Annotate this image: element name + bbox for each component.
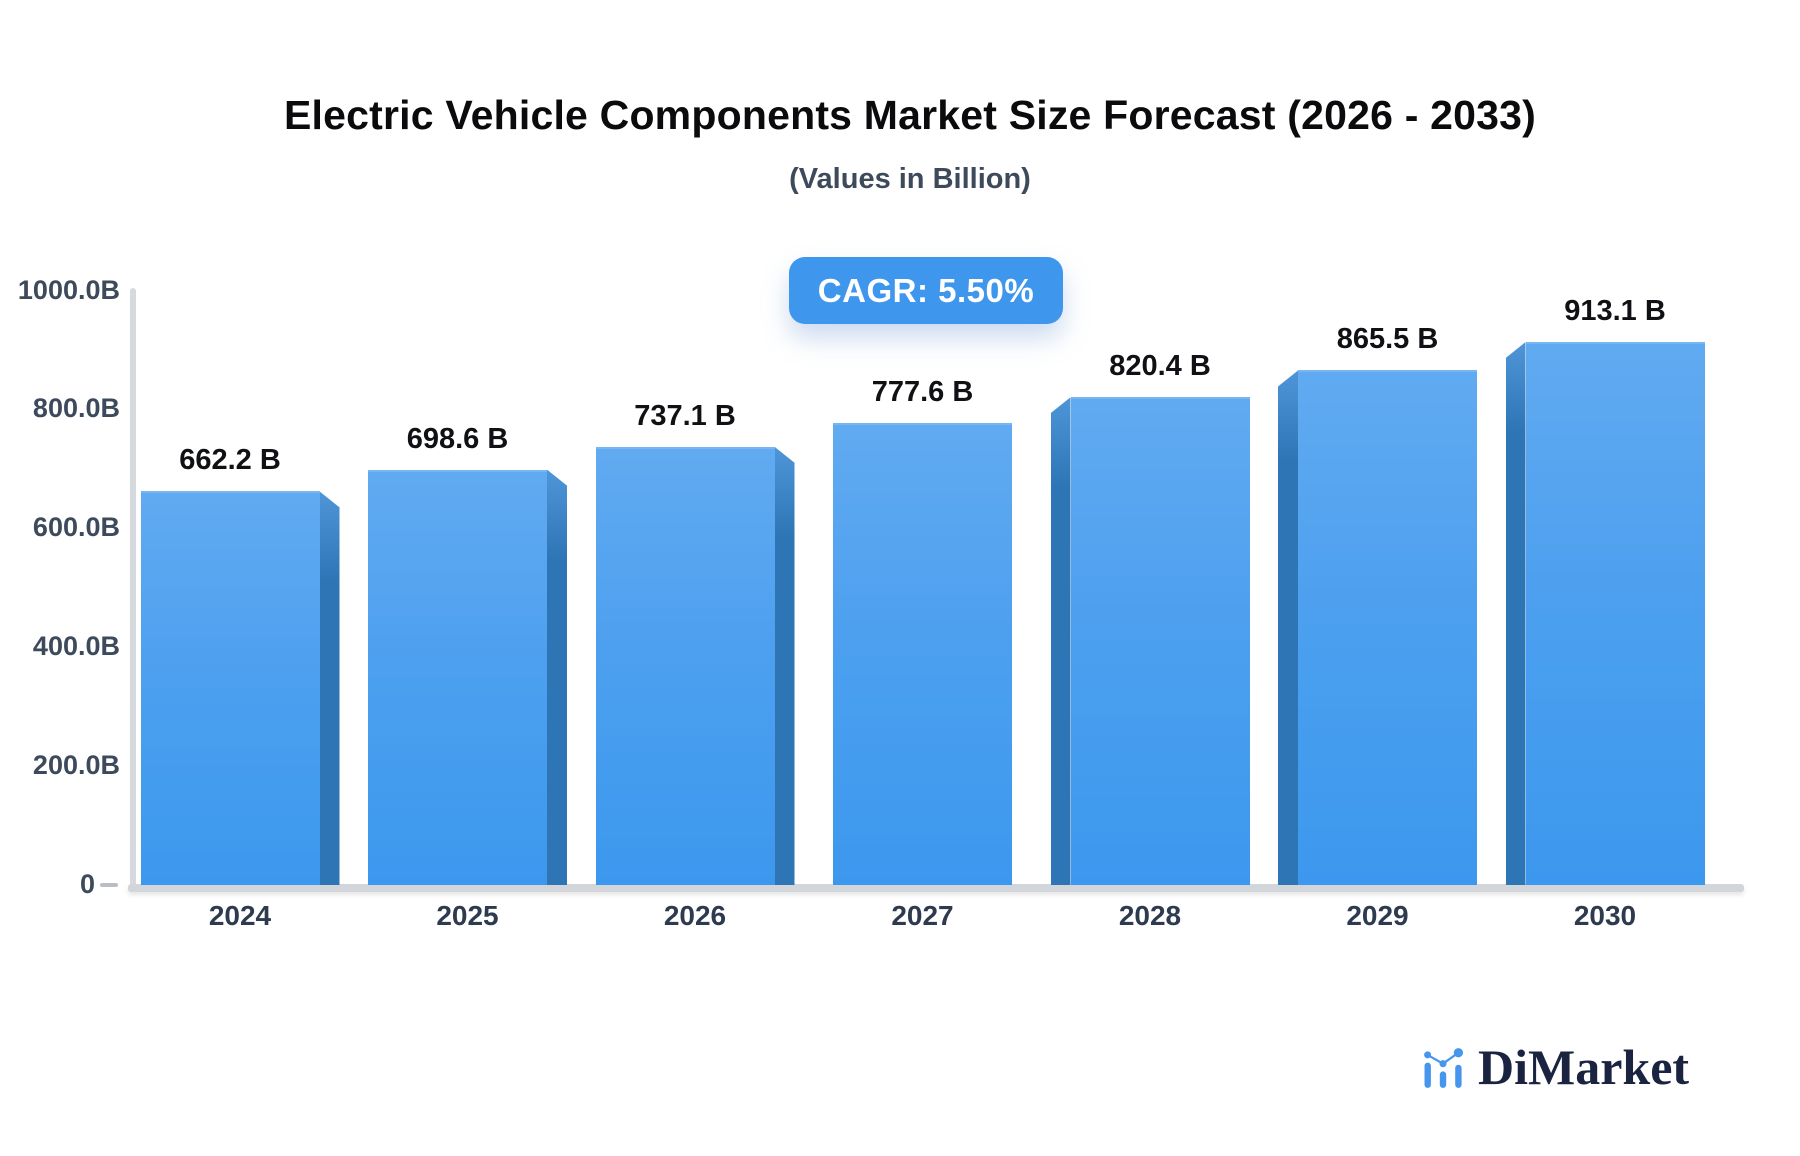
- bar-face: [595, 446, 775, 885]
- bar-2024: [140, 491, 340, 885]
- chart-title: Electric Vehicle Components Market Size …: [283, 92, 1537, 138]
- chart-subtitle: (Values in Billion): [789, 163, 1031, 195]
- bar-2028: [1050, 397, 1250, 885]
- bar-side-3d: [319, 491, 340, 885]
- bar-value-label: 820.4 B: [1109, 350, 1211, 383]
- bar-side-3d: [547, 469, 567, 885]
- bar-value-label: 865.5 B: [1336, 323, 1439, 356]
- bar-side-3d: [774, 446, 795, 885]
- bar-face: [368, 469, 547, 885]
- x-axis-label: 2030: [1573, 900, 1637, 931]
- bar-face: [833, 422, 1012, 885]
- bar-side-3d: [1505, 342, 1526, 885]
- bar-face: [1070, 397, 1250, 885]
- dimarket-logo-text: DiMarket: [1478, 1039, 1690, 1095]
- bar-face: [1525, 342, 1705, 885]
- y-tick-label: 200.0B: [32, 750, 120, 781]
- bar-side-3d: [1278, 370, 1298, 885]
- bar-2025: [368, 469, 567, 885]
- bar-value-label: 662.2 B: [179, 444, 281, 477]
- mini-bar-chart-icon: [1424, 1048, 1464, 1088]
- bar-side-3d: [1050, 397, 1071, 885]
- cagr-badge-label: CAGR: 5.50%: [817, 271, 1035, 309]
- x-axis-label: 2027: [891, 900, 954, 931]
- bar-2027: [833, 422, 1012, 885]
- y-tick-label: 1000.0B: [17, 274, 120, 305]
- y-tick-label: 400.0B: [32, 631, 120, 662]
- x-axis-label: 2029: [1346, 900, 1409, 931]
- y-tick-label: 0: [79, 869, 95, 899]
- x-axis-label: 2024: [208, 900, 272, 931]
- bar-2030: [1505, 342, 1705, 885]
- x-axis-label: 2026: [663, 900, 727, 931]
- y-axis-zero-tick: [100, 883, 118, 887]
- bar-value-label: 737.1 B: [634, 399, 736, 432]
- bar-face: [140, 491, 320, 885]
- x-axis-baseline: [128, 884, 1744, 892]
- bar-face: [1298, 370, 1477, 885]
- bar-value-label: 698.6 B: [406, 422, 509, 455]
- bar-2026: [595, 446, 795, 885]
- cagr-badge: CAGR: 5.50%: [789, 257, 1063, 324]
- dimarket-logo: DiMarket: [1421, 1042, 1689, 1092]
- bar-2029: [1278, 370, 1477, 885]
- bar-value-label: 777.6 B: [871, 375, 974, 408]
- x-axis-label: 2025: [436, 900, 499, 931]
- y-tick-label: 600.0B: [32, 512, 120, 543]
- bar-value-label: 913.1 B: [1564, 295, 1666, 328]
- y-tick-label: 800.0B: [32, 393, 120, 424]
- y-axis-line: [130, 288, 136, 889]
- x-axis-label: 2028: [1118, 900, 1182, 931]
